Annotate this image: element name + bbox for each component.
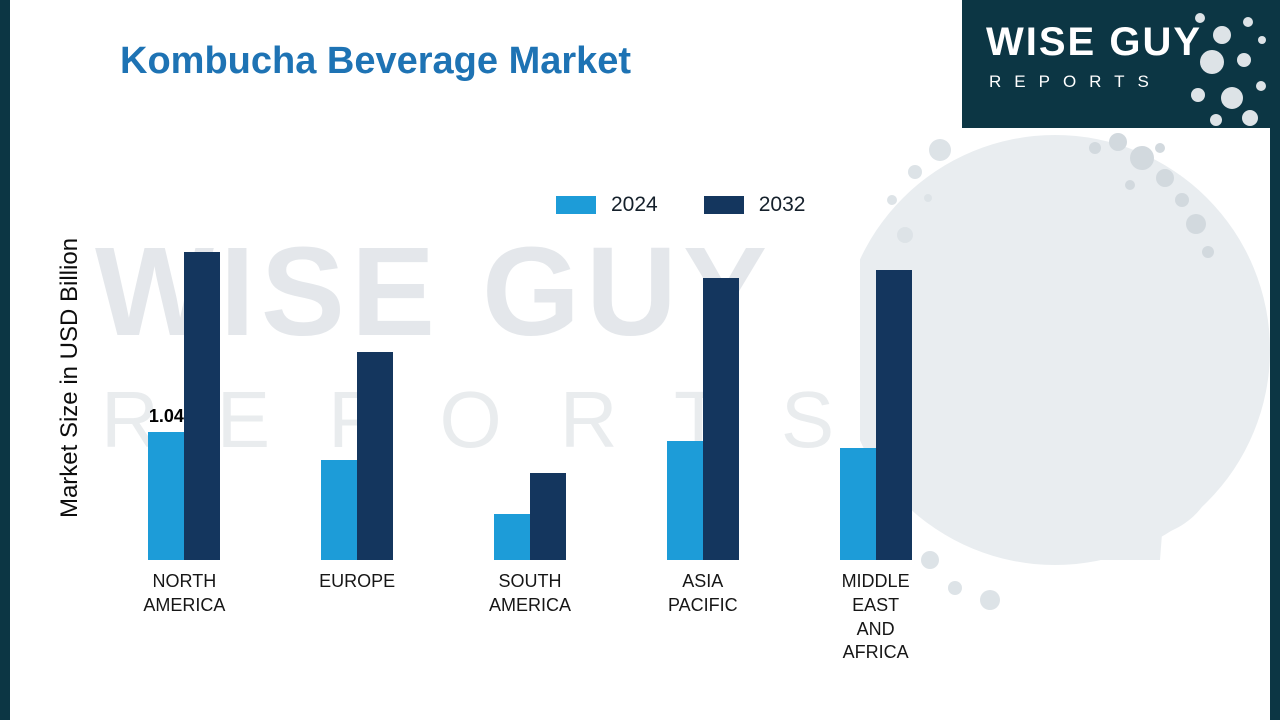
chart-group-north-america: 1.04 NORTH AMERICA [98, 228, 271, 615]
chart-group-asia-pacific: ASIA PACIFIC [616, 228, 789, 615]
bar-value-label: 1.04 [148, 406, 184, 426]
bar-pair-north-america: 1.04 [148, 252, 221, 560]
bar-pair-middle-east-and-africa [839, 270, 912, 560]
bar-2032-europe [357, 352, 394, 560]
y-axis-label: Market Size in USD Billion [56, 237, 83, 519]
bar-2024-asia-pacific [666, 441, 703, 560]
logo-wordmark: WISE GUY [986, 20, 1203, 64]
bar-pair-south-america [493, 473, 566, 560]
head-dots [887, 13, 1266, 610]
category-label-north-america: NORTH AMERICA [143, 571, 226, 615]
bar-pair-asia-pacific [666, 278, 739, 560]
head-face-dots [1089, 133, 1214, 258]
category-label-europe: EUROPE [319, 571, 396, 591]
bar-2024-middle-east-and-africa [839, 448, 876, 560]
chart-group-south-america: SOUTH AMERICA [444, 228, 617, 615]
category-label-middle-east-and-africa: MIDDLE EAST AND AFRICA [841, 571, 910, 663]
logo: WISE GUY REPORTS [986, 20, 1202, 92]
legend-item-2032: 2032 [703, 193, 806, 217]
category-label-asia-pacific: ASIA PACIFIC [667, 571, 738, 615]
bar-pair-europe [321, 352, 394, 560]
bar-2024-europe [321, 460, 358, 560]
bar-2032-south-america [529, 473, 566, 560]
bar-2024-south-america [493, 514, 530, 560]
chart-group-middle-east-and-africa: MIDDLE EAST AND AFRICA [789, 228, 962, 662]
legend-item-2024: 2024 [556, 193, 658, 217]
logo-block: WISE GUY REPORTS [962, 0, 1280, 128]
legend-label-2024: 2024 [611, 193, 658, 216]
bar-2032-middle-east-and-africa [875, 270, 912, 560]
chart-group-europe: EUROPE [271, 228, 444, 591]
legend-swatch-2024 [556, 196, 596, 214]
right-edge-bar [1270, 0, 1280, 720]
bar-2032-asia-pacific [702, 278, 739, 560]
category-label-south-america: SOUTH AMERICA [488, 571, 571, 615]
legend-label-2032: 2032 [758, 193, 806, 216]
bar-2032-north-america [184, 252, 221, 560]
chart-legend: 2024 2032 [556, 193, 805, 217]
bar-chart: 1.04 NORTH AMERICA EUROPE SOUTH AMERICA ASIA… [98, 228, 962, 662]
left-edge-bar [0, 0, 10, 720]
page-title: Kombucha Beverage Market [120, 40, 632, 82]
logo-subtitle: REPORTS [989, 72, 1162, 91]
head-illustration [860, 13, 1270, 610]
bar-2024-north-america: 1.04 [148, 406, 185, 560]
head-silhouette [860, 135, 1270, 565]
legend-swatch-2032 [703, 196, 744, 214]
